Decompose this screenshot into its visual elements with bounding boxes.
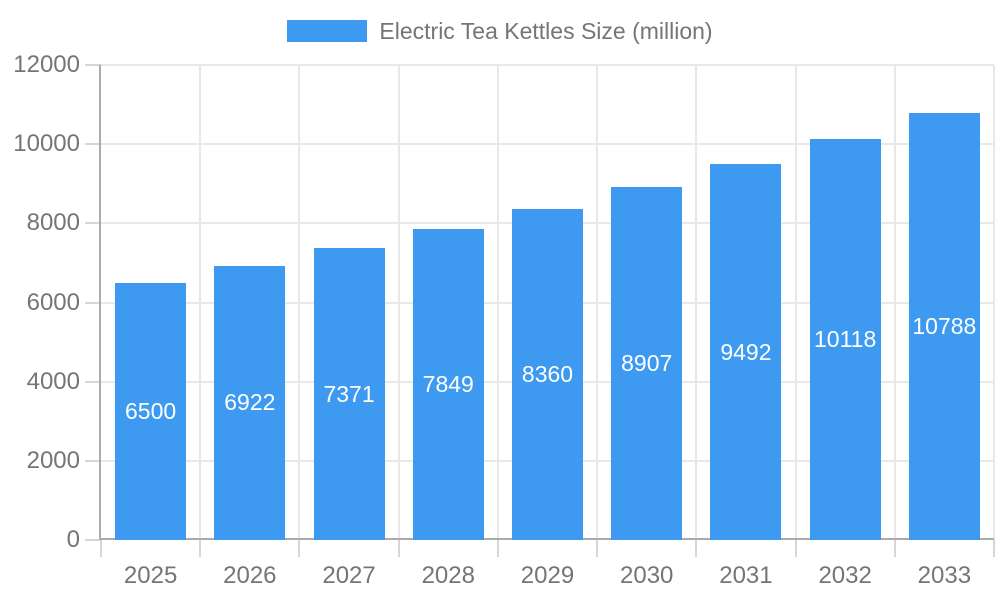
x-axis-tick [298,540,301,557]
legend-swatch [287,20,368,42]
x-axis-label-2030: 2030 [620,562,674,589]
bar-2030[interactable]: 8907 [611,187,683,540]
y-axis-tick [85,380,101,383]
bar-value-label: 10788 [912,312,977,339]
bar-value-label: 6500 [125,397,177,424]
x-axis-label-2029: 2029 [520,562,575,589]
x-axis-label-2025: 2025 [123,562,178,589]
y-axis-label-6000: 6000 [26,288,80,316]
x-axis-tick [199,540,202,557]
bar-2033[interactable]: 10788 [908,112,980,540]
x-axis-label-2028: 2028 [421,562,475,589]
bar-value-label: 8907 [621,350,673,377]
x-axis-label-2032: 2032 [818,562,872,589]
bar-2032[interactable]: 10118 [809,139,881,540]
x-axis-tick [794,540,797,557]
x-axis-label-2031: 2031 [719,562,773,589]
x-axis-label-2027: 2027 [322,562,376,589]
x-axis-tick [893,540,896,557]
bar-value-label: 7849 [422,371,474,398]
y-axis-label-10000: 10000 [13,130,80,158]
legend-label: Electric Tea Kettles Size (million) [379,18,713,44]
gridline-vertical [993,65,995,540]
legend[interactable]: Electric Tea Kettles Size (million) [0,17,1000,45]
x-axis-tick [993,540,995,557]
bar-value-label: 8360 [521,361,574,388]
bar-2028[interactable]: 7849 [412,229,484,540]
gridline-vertical [298,65,301,540]
bar-2029[interactable]: 8360 [512,209,583,540]
bar-value-label: 9492 [720,338,772,365]
x-axis-tick [596,540,599,557]
y-axis-tick [85,301,101,304]
bar-2031[interactable]: 9492 [710,164,782,540]
gridline-vertical [397,65,400,540]
x-axis-tick [695,540,698,557]
y-axis-label-2000: 2000 [26,446,80,474]
y-axis-label-8000: 8000 [26,209,80,237]
x-axis-tick [100,540,102,557]
bar-value-label: 6922 [224,389,276,416]
y-axis-label-4000: 4000 [26,367,80,395]
y-axis-line [99,65,101,540]
y-axis-tick [85,143,101,146]
gridline-horizontal [101,64,994,66]
bar-2027[interactable]: 7371 [313,248,385,540]
y-axis-tick [85,459,101,462]
gridline-horizontal [101,143,994,146]
y-axis-label-0: 0 [66,526,80,553]
bar-value-label: 7371 [323,380,375,407]
gridline-vertical [695,65,698,540]
bar-2025[interactable]: 6500 [115,282,187,540]
bar-2026[interactable]: 6922 [214,266,286,540]
y-axis-tick [85,222,101,225]
y-axis-tick [85,539,101,541]
bar-value-label: 10118 [814,326,877,353]
x-axis-label-2026: 2026 [223,562,277,589]
gridline-vertical [496,65,499,540]
x-axis-label-2033: 2033 [917,562,972,589]
gridline-vertical [596,65,599,540]
gridline-vertical [199,65,202,540]
x-axis-tick [397,540,400,557]
gridline-vertical [893,65,896,540]
y-axis-label-12000: 12000 [13,51,80,78]
y-axis-tick [85,64,101,66]
x-axis-tick [496,540,499,557]
gridline-vertical [794,65,797,540]
